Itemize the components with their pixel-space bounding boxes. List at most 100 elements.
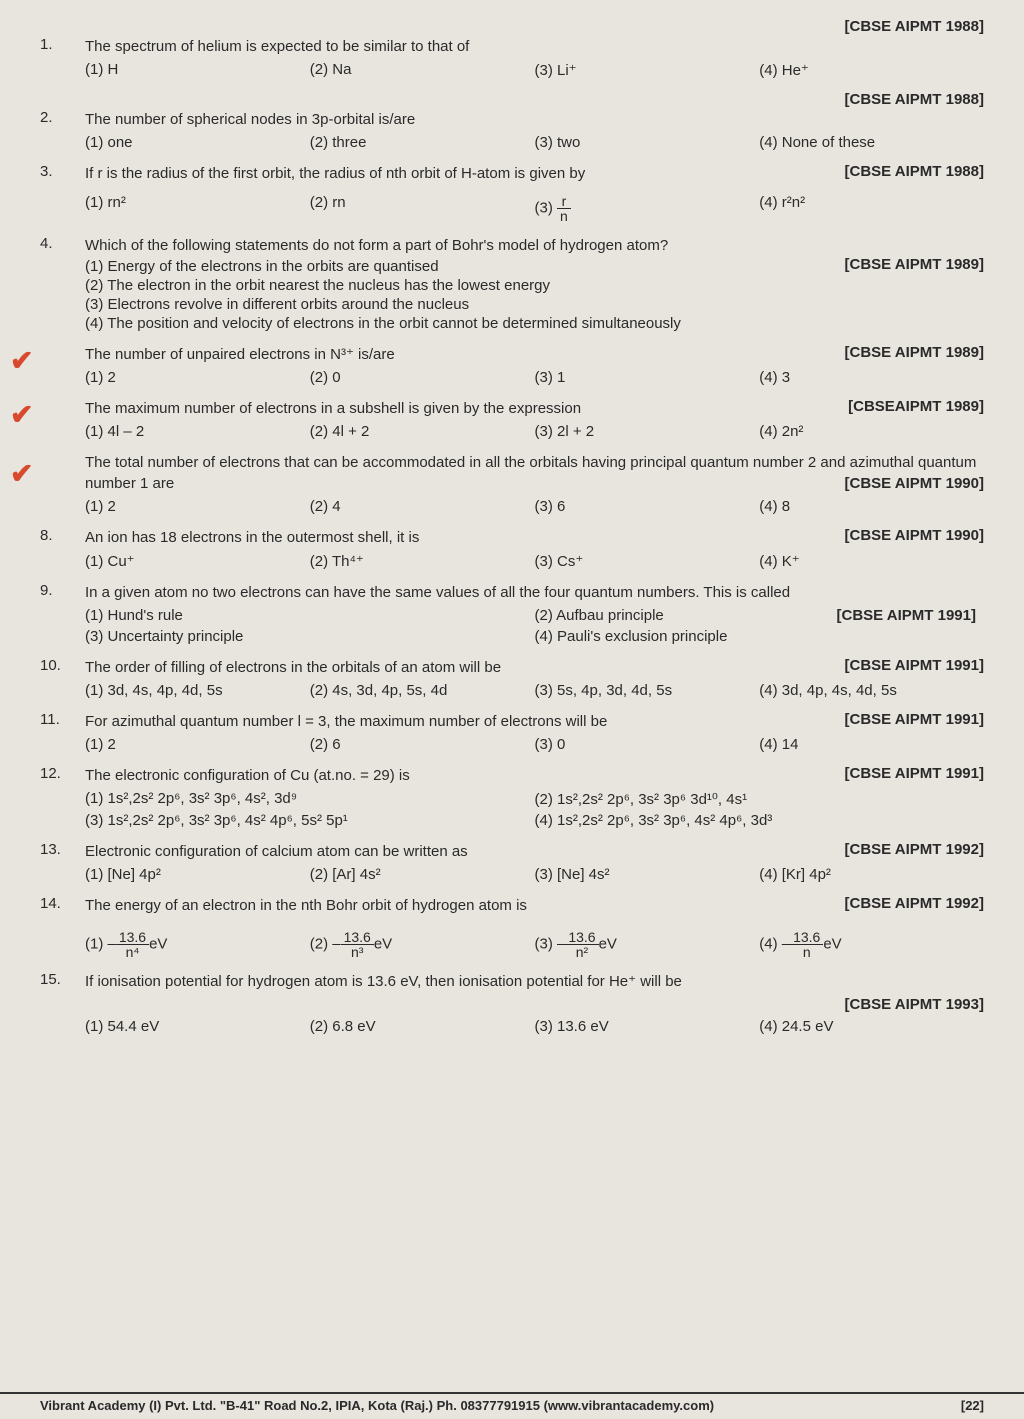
option: (1) rn² [85, 194, 310, 223]
options-row: (1) –13.6n⁴eV (2) –13.6n³eV (3) –13.6n²e… [85, 930, 984, 959]
question-number: 14. [40, 895, 85, 912]
question-text: Electronic configuration of calcium atom… [85, 841, 835, 862]
question-text: The spectrum of helium is expected to be… [85, 36, 984, 57]
option: (3) 5s, 4p, 3d, 4d, 5s [535, 682, 760, 699]
option: (3) rn [535, 194, 760, 223]
question-3: 3. If r is the radius of the first orbit… [40, 163, 984, 223]
options-row: (1) 3d, 4s, 4p, 4d, 5s (2) 4s, 3d, 4p, 5… [85, 682, 984, 699]
question-12: 12. The electronic configuration of Cu (… [40, 765, 984, 829]
question-number: 8. [40, 527, 85, 544]
question-number: 13. [40, 841, 85, 858]
option: (3) Electrons revolve in different orbit… [85, 296, 984, 313]
option: (1) Cu⁺ [85, 552, 310, 570]
exam-tag: [CBSE AIPMT 1991] [845, 711, 984, 728]
option: (2) Na [310, 61, 535, 79]
option: (3) –13.6n²eV [535, 930, 760, 959]
question-9: 9. In a given atom no two electrons can … [40, 582, 984, 645]
exam-tag: [CBSE AIPMT 1989] [845, 256, 984, 275]
exam-tag: [CBSE AIPMT 1991] [845, 765, 984, 782]
question-13: 13. Electronic configuration of calcium … [40, 841, 984, 883]
option: (2) 6 [310, 736, 535, 753]
question-number: 9. [40, 582, 85, 599]
option: (2) 6.8 eV [310, 1018, 535, 1035]
option: (2) three [310, 134, 535, 151]
option: (1) [Ne] 4p² [85, 866, 310, 883]
option: (4) [Kr] 4p² [759, 866, 984, 883]
question-7: ✔ The total number of electrons that can… [40, 452, 984, 515]
option: (2) [Ar] 4s² [310, 866, 535, 883]
question-11: 11. For azimuthal quantum number l = 3, … [40, 711, 984, 753]
exam-tag: [CBSE AIPMT 1991] [845, 657, 984, 674]
option: (1) 2 [85, 498, 310, 515]
question-text: The number of spherical nodes in 3p-orbi… [85, 109, 984, 130]
opt-suffix: eV [823, 935, 841, 952]
option: (1) 2 [85, 369, 310, 386]
options-row: (1) H (2) Na (3) Li⁺ (4) He⁺ [85, 61, 984, 79]
option: (4) 24.5 eV [759, 1018, 984, 1035]
options-row: (1) Cu⁺ (2) Th⁴⁺ (3) Cs⁺ (4) K⁺ [85, 552, 984, 570]
option: (4) –13.6neV [759, 930, 984, 959]
option: (1) 1s²,2s² 2p⁶, 3s² 3p⁶, 4s², 3d⁹ [85, 790, 535, 808]
options-row: (1) 2 (2) 4 (3) 6 (4) 8 [85, 498, 984, 515]
options-row: (1) one (2) three (3) two (4) None of th… [85, 134, 984, 151]
options-row: (1) rn² (2) rn (3) rn (4) r²n² [85, 194, 984, 223]
footer-address: Vibrant Academy (I) Pvt. Ltd. "B-41" Roa… [40, 1398, 714, 1413]
question-text: If ionisation potential for hydrogen ato… [85, 971, 984, 992]
exam-tag: [CBSE AIPMT 1988] [845, 91, 984, 108]
option: (1) Energy of the electrons in the orbit… [85, 258, 835, 275]
opt-suffix: eV [374, 935, 392, 952]
question-text: The number of unpaired electrons in N³⁺ … [85, 344, 835, 365]
exam-tag: [CBSE AIPMT 1993] [845, 996, 984, 1013]
option: (3) 1s²,2s² 2p⁶, 3s² 3p⁶, 4s² 4p⁶, 5s² 5… [85, 812, 535, 829]
question-text: The total number of electrons that can b… [85, 452, 984, 494]
opt-suffix: eV [149, 935, 167, 952]
option: (2) rn [310, 194, 535, 223]
opt-prefix: (2) – [310, 935, 341, 952]
option: (2) 0 [310, 369, 535, 386]
frac-top: 13.6 [565, 930, 598, 945]
question-text: In a given atom no two electrons can hav… [85, 582, 984, 603]
option: (2) Aufbau principle [CBSE AIPMT 1991] [535, 607, 985, 624]
question-14: 14. The energy of an electron in the nth… [40, 895, 984, 959]
options-row: (1) 2 (2) 6 (3) 0 (4) 14 [85, 736, 984, 753]
option: (3) 2l + 2 [535, 423, 760, 440]
question-text: The order of filling of electrons in the… [85, 657, 835, 678]
question-text: For azimuthal quantum number l = 3, the … [85, 711, 835, 732]
frac-bot: n [790, 945, 823, 959]
question-number: 2. [40, 109, 85, 126]
option: (1) one [85, 134, 310, 151]
option: (4) 14 [759, 736, 984, 753]
option: (4) 1s²,2s² 2p⁶, 3s² 3p⁶, 4s² 4p⁶, 3d³ [535, 812, 985, 829]
question-2: [CBSE AIPMT 1988] 2. The number of spher… [40, 91, 984, 151]
options-row: (1) 54.4 eV (2) 6.8 eV (3) 13.6 eV (4) 2… [85, 1018, 984, 1035]
option: (4) 2n² [759, 423, 984, 440]
question-text: Which of the following statements do not… [85, 235, 984, 256]
option: (4) K⁺ [759, 552, 984, 570]
question-15: 15. If ionisation potential for hydrogen… [40, 971, 984, 1035]
frac-bot: n³ [341, 945, 374, 959]
checkmark-icon: ✔ [10, 398, 33, 431]
question-text-span: The total number of electrons that can b… [85, 454, 976, 492]
exam-tag: [CBSE AIPMT 1991] [837, 607, 976, 624]
frac-top: 13.6 [116, 930, 149, 945]
question-number: 3. [40, 163, 85, 180]
question-8: 8. An ion has 18 electrons in the outerm… [40, 527, 984, 570]
question-number: 11. [40, 711, 85, 728]
frac-top: 13.6 [790, 930, 823, 945]
option: (2) 4l + 2 [310, 423, 535, 440]
options-row: (1) 1s²,2s² 2p⁶, 3s² 3p⁶, 4s², 3d⁹ (2) 1… [85, 790, 984, 808]
option: (4) The position and velocity of electro… [85, 315, 984, 332]
option: (4) He⁺ [759, 61, 984, 79]
option: (3) 13.6 eV [535, 1018, 760, 1035]
option: (1) 2 [85, 736, 310, 753]
option: (2) –13.6n³eV [310, 930, 535, 959]
option: (2) 4s, 3d, 4p, 5s, 4d [310, 682, 535, 699]
option: (3) [Ne] 4s² [535, 866, 760, 883]
option: (3) 6 [535, 498, 760, 515]
option: (1) H [85, 61, 310, 79]
question-text: The energy of an electron in the nth Boh… [85, 895, 835, 916]
options-row: (1) 2 (2) 0 (3) 1 (4) 3 [85, 369, 984, 386]
question-number: 4. [40, 235, 85, 252]
frac-top: 13.6 [341, 930, 374, 945]
option: (4) 8 [759, 498, 984, 515]
